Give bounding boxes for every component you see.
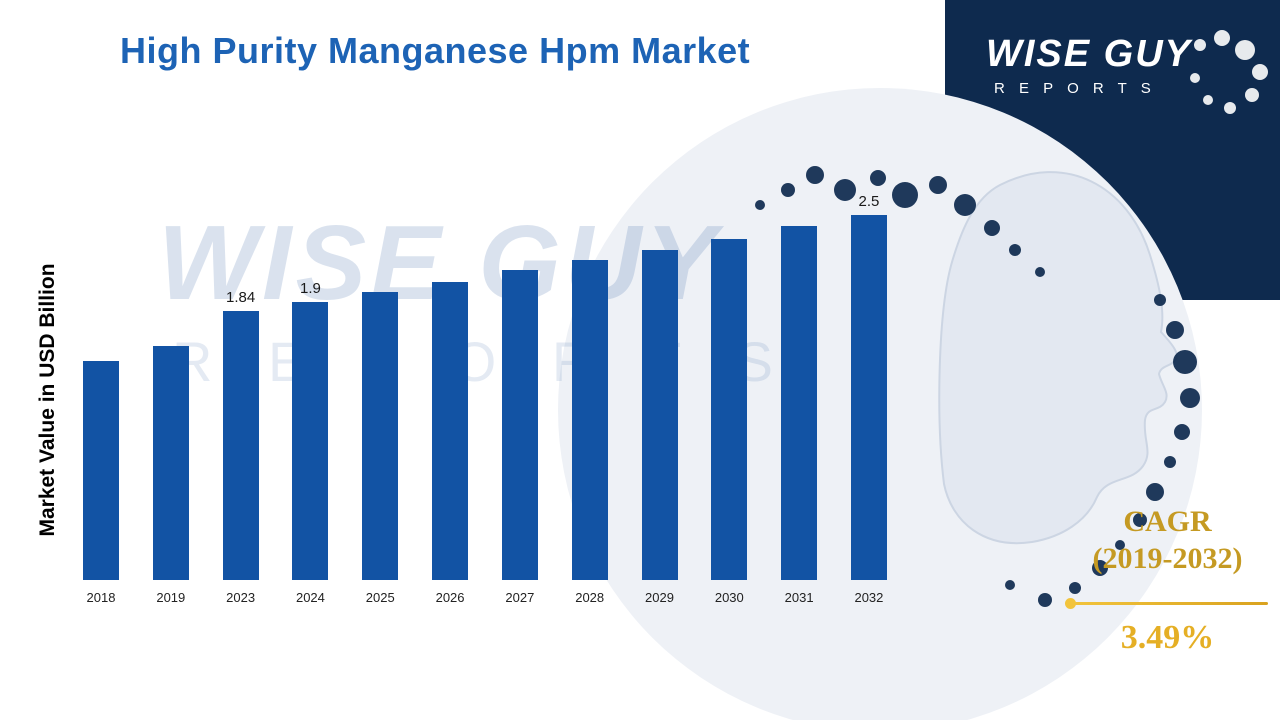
x-tick-label: 2030 <box>714 590 744 605</box>
cagr-range: (2019-2032) <box>1092 541 1243 575</box>
x-tick-label: 2024 <box>295 590 325 605</box>
bar-column: 2027 <box>500 270 540 605</box>
bar: 2.5 <box>850 193 887 580</box>
x-tick-label: 2025 <box>365 590 395 605</box>
bar <box>432 282 469 580</box>
x-tick-label: 2031 <box>784 590 814 605</box>
x-tick-label: 2026 <box>435 590 465 605</box>
bar-chart: 2018 2019 1.84 2023 1.9 2024 2025 2026 2027 2028 2… <box>81 193 889 605</box>
dot-pattern <box>755 166 1200 607</box>
face-art <box>938 171 1178 545</box>
y-axis-label: Market Value in USD Billion <box>36 263 59 537</box>
x-tick-label: 2028 <box>575 590 605 605</box>
cagr-divider-line <box>1064 598 1268 609</box>
bar <box>501 270 538 580</box>
bar: 1.9 <box>292 280 329 580</box>
bar-column: 2031 <box>779 226 819 605</box>
bar-column: 1.9 2024 <box>290 280 330 605</box>
bar-column: 2018 <box>81 361 121 605</box>
x-tick-label: 2029 <box>645 590 674 605</box>
bar-value-label: 1.9 <box>300 280 321 297</box>
bar-column: 2025 <box>360 292 400 605</box>
x-tick-label: 2023 <box>226 590 256 605</box>
cagr-value: 3.49% <box>1120 619 1215 656</box>
page-title: High Purity Manganese Hpm Market <box>120 30 751 71</box>
x-tick-label: 2019 <box>156 590 186 605</box>
bar <box>781 226 818 580</box>
bar <box>83 361 119 580</box>
bar-column: 2030 <box>709 239 749 605</box>
cagr-panel: CAGR (2019-2032) 3.49% <box>1055 505 1280 657</box>
bar-column: 2026 <box>430 282 470 605</box>
bar-column: 1.84 2023 <box>221 289 261 605</box>
bar-value-label: 1.84 <box>226 289 256 306</box>
bar-column: 2029 <box>640 250 680 605</box>
bar: 1.84 <box>222 289 259 580</box>
logo-subtitle: R E P O R T S <box>994 79 1156 97</box>
bar-column: 2028 <box>570 260 610 605</box>
bar-value-label: 2.5 <box>858 193 880 210</box>
bar <box>362 292 399 580</box>
bar <box>152 346 189 580</box>
logo-name: WISE GUY <box>986 33 1193 75</box>
bar <box>641 250 678 580</box>
bar <box>711 239 748 580</box>
cagr-label: CAGR <box>1123 505 1212 538</box>
logo-face-dots <box>1190 30 1268 114</box>
x-tick-label: 2018 <box>86 590 116 605</box>
bar-column: 2.5 2032 <box>849 193 889 605</box>
bar-column: 2019 <box>151 346 191 605</box>
x-tick-label: 2027 <box>505 590 535 605</box>
x-tick-label: 2032 <box>854 590 884 605</box>
bar <box>571 260 608 580</box>
logo: WISE GUY R E P O R T S <box>986 33 1193 97</box>
